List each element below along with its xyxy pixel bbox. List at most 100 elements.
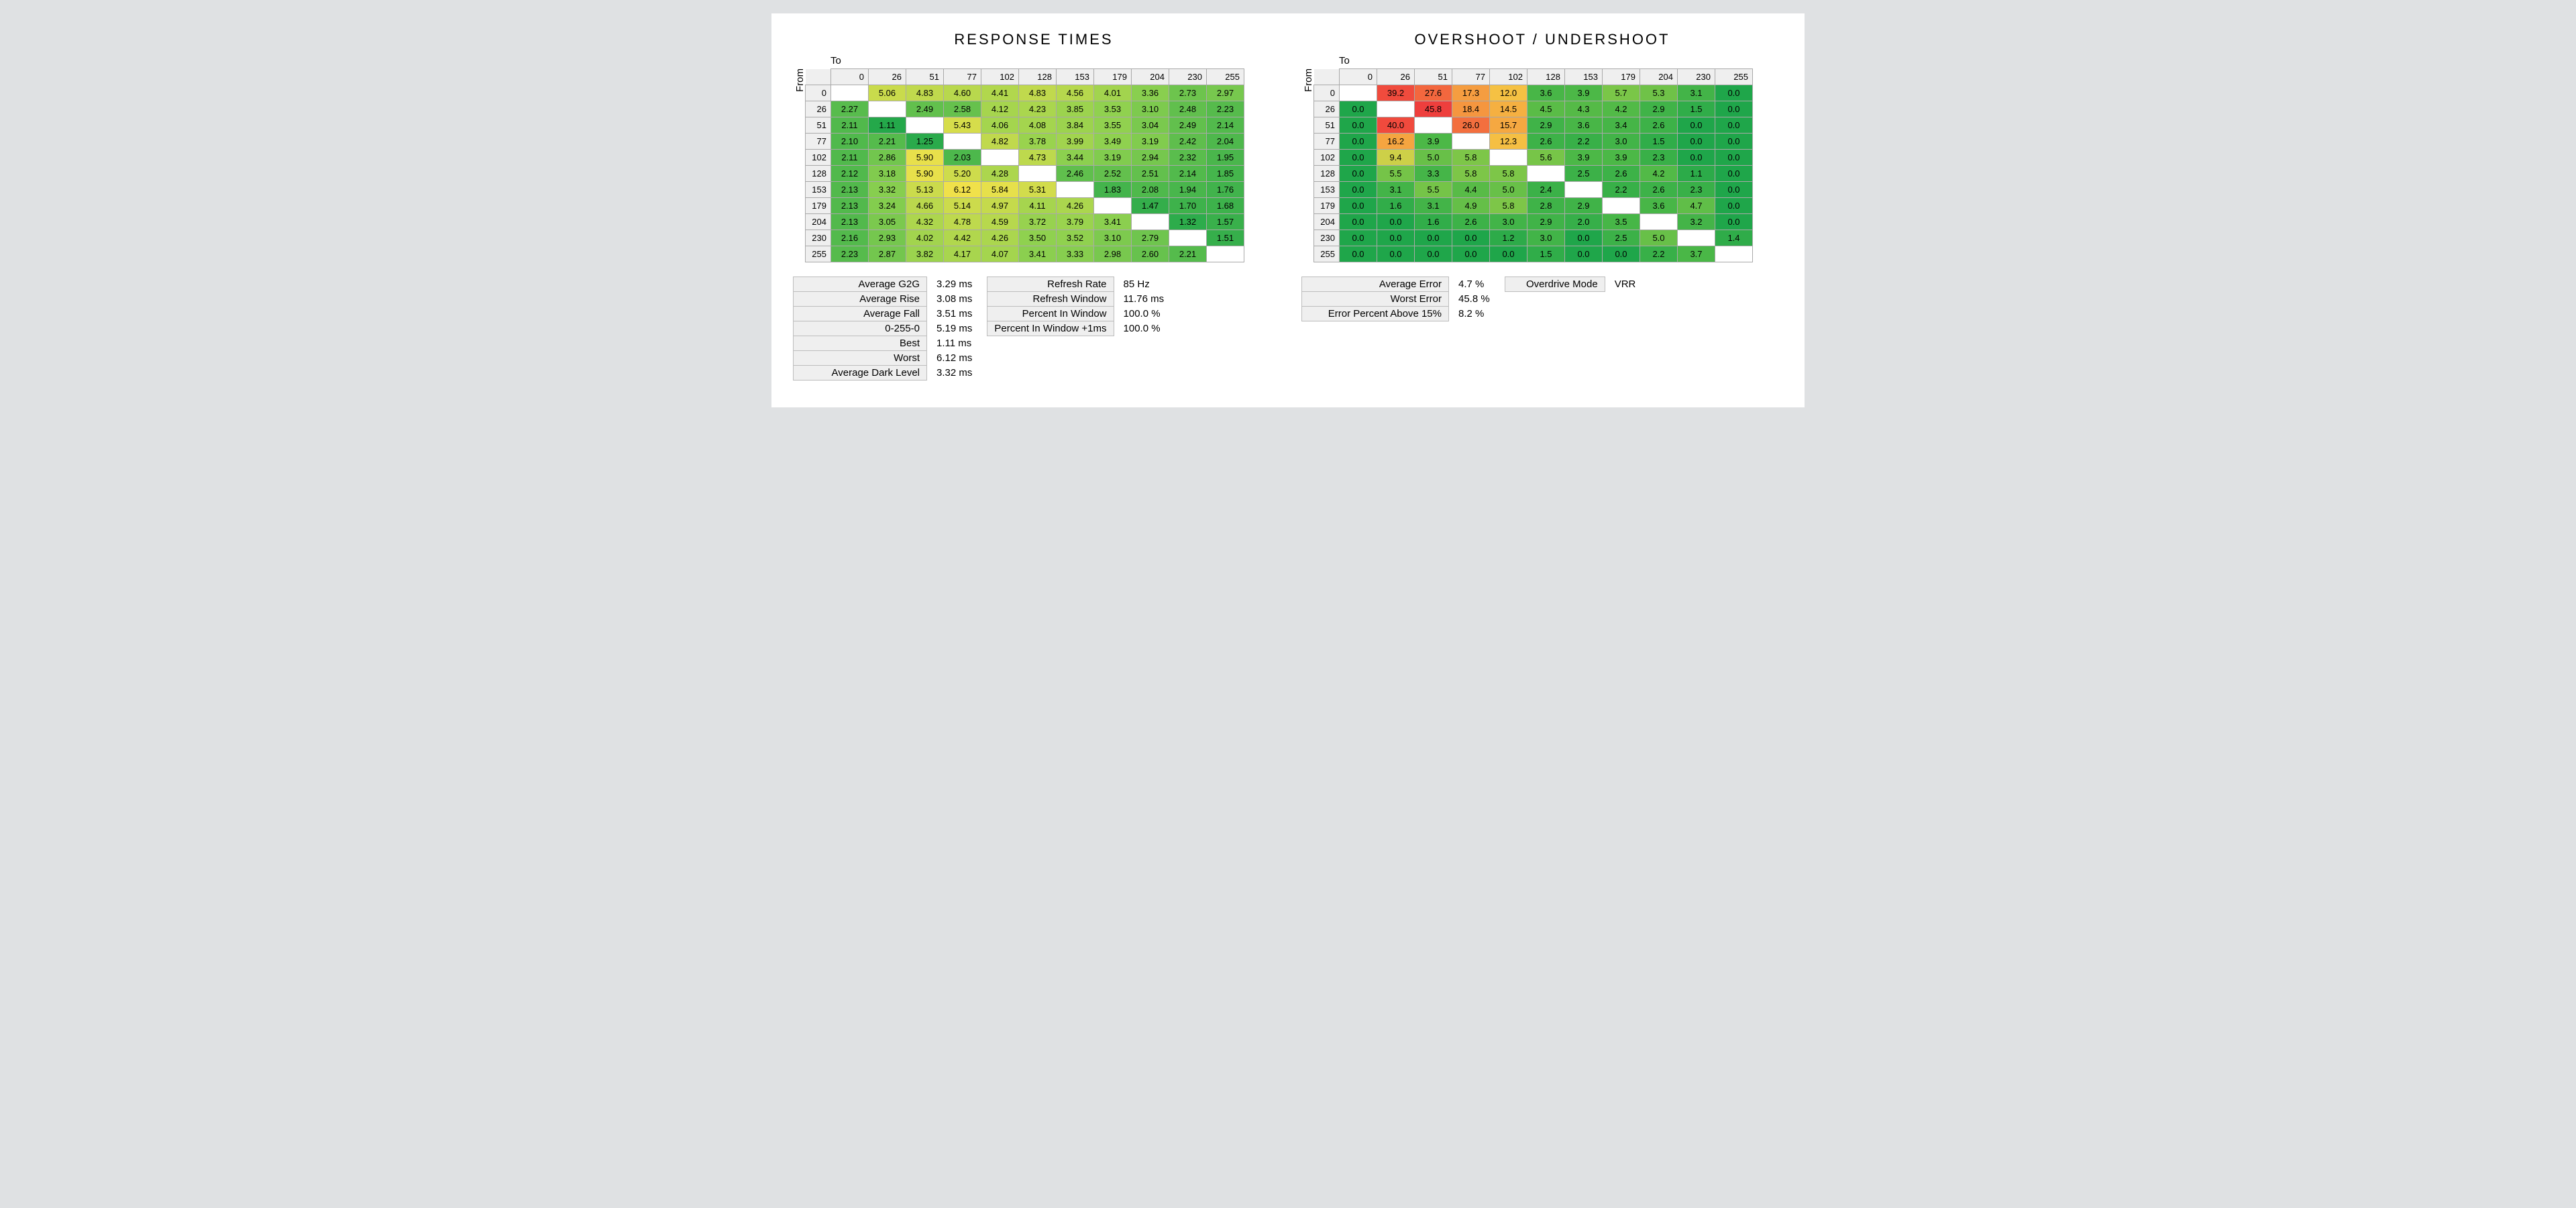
heat-cell: 2.27 bbox=[831, 101, 869, 117]
col-header: 179 bbox=[1094, 69, 1132, 85]
heat-cell: 3.10 bbox=[1094, 230, 1132, 246]
heat-cell: 4.11 bbox=[1019, 198, 1057, 214]
heat-cell: 2.42 bbox=[1169, 134, 1207, 150]
heat-cell: 4.2 bbox=[1640, 166, 1678, 182]
heat-cell: 4.56 bbox=[1057, 85, 1094, 101]
heat-cell: 4.26 bbox=[981, 230, 1019, 246]
heat-cell bbox=[1019, 166, 1057, 182]
row-header: 204 bbox=[1314, 214, 1340, 230]
heat-cell: 4.41 bbox=[981, 85, 1019, 101]
heat-cell bbox=[1207, 246, 1244, 262]
heat-cell: 4.28 bbox=[981, 166, 1019, 182]
heat-cell: 2.4 bbox=[1527, 182, 1565, 198]
heat-cell: 1.5 bbox=[1640, 134, 1678, 150]
heat-cell bbox=[1490, 150, 1527, 166]
heat-cell: 3.82 bbox=[906, 246, 944, 262]
heat-cell: 0.0 bbox=[1490, 246, 1527, 262]
col-header: 128 bbox=[1527, 69, 1565, 85]
heat-cell: 2.0 bbox=[1565, 214, 1603, 230]
heat-cell: 4.9 bbox=[1452, 198, 1490, 214]
heat-cell: 5.5 bbox=[1415, 182, 1452, 198]
heat-cell: 4.60 bbox=[944, 85, 981, 101]
col-header: 26 bbox=[869, 69, 906, 85]
heat-cell: 1.47 bbox=[1132, 198, 1169, 214]
stat-value: 85 Hz bbox=[1121, 277, 1167, 292]
heat-cell bbox=[1132, 214, 1169, 230]
col-header: 230 bbox=[1678, 69, 1715, 85]
heat-cell: 3.41 bbox=[1019, 246, 1057, 262]
heat-cell: 0.0 bbox=[1715, 198, 1753, 214]
heat-cell: 2.6 bbox=[1640, 117, 1678, 134]
row-header: 77 bbox=[1314, 134, 1340, 150]
col-header: 77 bbox=[1452, 69, 1490, 85]
heat-cell: 0.0 bbox=[1565, 230, 1603, 246]
to-axis-label-left: To bbox=[830, 55, 1275, 67]
heat-cell: 0.0 bbox=[1452, 230, 1490, 246]
heat-cell: 3.9 bbox=[1565, 85, 1603, 101]
row-header: 102 bbox=[806, 150, 831, 166]
heat-cell: 0.0 bbox=[1340, 246, 1377, 262]
heat-cell bbox=[1452, 134, 1490, 150]
heat-cell: 2.6 bbox=[1527, 134, 1565, 150]
stat-value: 45.8 % bbox=[1456, 292, 1493, 307]
response-stats-primary: Average G2G3.29 msAverage Rise3.08 msAve… bbox=[793, 277, 975, 381]
heat-cell: 18.4 bbox=[1452, 101, 1490, 117]
heat-cell: 3.7 bbox=[1678, 246, 1715, 262]
heat-cell: 9.4 bbox=[1377, 150, 1415, 166]
heat-cell: 0.0 bbox=[1340, 101, 1377, 117]
heat-cell: 3.78 bbox=[1019, 134, 1057, 150]
heat-cell: 3.32 bbox=[869, 182, 906, 198]
heat-cell: 2.98 bbox=[1094, 246, 1132, 262]
heat-cell: 2.60 bbox=[1132, 246, 1169, 262]
heat-cell: 5.8 bbox=[1452, 150, 1490, 166]
stat-label: Worst bbox=[793, 350, 927, 366]
overshoot-title: OVERSHOOT / UNDERSHOOT bbox=[1301, 31, 1783, 48]
heat-cell: 5.8 bbox=[1452, 166, 1490, 182]
heat-cell: 2.6 bbox=[1603, 166, 1640, 182]
heat-cell: 4.7 bbox=[1678, 198, 1715, 214]
stat-label: Error Percent Above 15% bbox=[1301, 306, 1449, 321]
heat-cell bbox=[1169, 230, 1207, 246]
heat-cell: 2.11 bbox=[831, 117, 869, 134]
heat-cell: 5.90 bbox=[906, 150, 944, 166]
heat-cell bbox=[981, 150, 1019, 166]
heat-cell: 4.26 bbox=[1057, 198, 1094, 214]
heat-cell: 14.5 bbox=[1490, 101, 1527, 117]
heat-cell: 4.83 bbox=[1019, 85, 1057, 101]
heat-cell: 2.13 bbox=[831, 198, 869, 214]
heat-cell: 4.02 bbox=[906, 230, 944, 246]
heat-cell: 1.57 bbox=[1207, 214, 1244, 230]
heat-cell: 5.3 bbox=[1640, 85, 1678, 101]
heat-cell bbox=[1415, 117, 1452, 134]
row-header: 51 bbox=[806, 117, 831, 134]
heat-cell: 0.0 bbox=[1340, 150, 1377, 166]
heat-cell: 4.83 bbox=[906, 85, 944, 101]
heat-cell: 3.0 bbox=[1527, 230, 1565, 246]
stat-label: Best bbox=[793, 336, 927, 351]
heat-cell: 2.2 bbox=[1603, 182, 1640, 198]
heat-cell: 4.23 bbox=[1019, 101, 1057, 117]
heat-cell: 2.16 bbox=[831, 230, 869, 246]
heat-cell: 1.6 bbox=[1415, 214, 1452, 230]
response-heatmap: 026517710212815317920423025505.064.834.6… bbox=[805, 68, 1244, 262]
row-header: 179 bbox=[1314, 198, 1340, 214]
stat-label: Percent In Window bbox=[987, 306, 1114, 321]
heat-cell: 3.44 bbox=[1057, 150, 1094, 166]
heat-cell: 2.14 bbox=[1207, 117, 1244, 134]
stat-label: Average Dark Level bbox=[793, 365, 927, 381]
row-header: 153 bbox=[1314, 182, 1340, 198]
heat-cell: 5.13 bbox=[906, 182, 944, 198]
heat-cell: 3.85 bbox=[1057, 101, 1094, 117]
col-header: 255 bbox=[1715, 69, 1753, 85]
heat-cell bbox=[831, 85, 869, 101]
corner-cell bbox=[806, 69, 831, 85]
heat-cell: 0.0 bbox=[1340, 214, 1377, 230]
heat-cell: 40.0 bbox=[1377, 117, 1415, 134]
heat-cell: 2.32 bbox=[1169, 150, 1207, 166]
response-stats-secondary: Refresh Rate85 HzRefresh Window11.76 msP… bbox=[987, 277, 1167, 336]
heat-cell: 1.11 bbox=[869, 117, 906, 134]
heat-cell bbox=[869, 101, 906, 117]
heat-cell: 3.5 bbox=[1603, 214, 1640, 230]
heat-cell: 0.0 bbox=[1715, 101, 1753, 117]
heat-cell: 12.3 bbox=[1490, 134, 1527, 150]
